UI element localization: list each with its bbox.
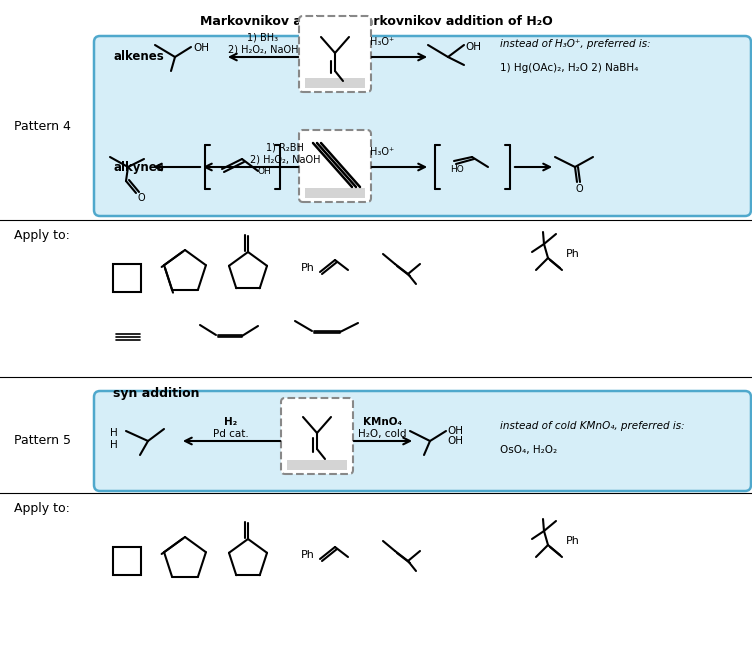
Bar	[113, 264, 141, 292]
Text: instead of H₃O⁺, preferred is:: instead of H₃O⁺, preferred is:	[500, 39, 650, 49]
Text: Ph: Ph	[301, 550, 315, 560]
Text: OH: OH	[465, 42, 481, 52]
Text: H₂O, cold: H₂O, cold	[358, 429, 406, 439]
Text: instead of cold KMnO₄, preferred is:: instead of cold KMnO₄, preferred is:	[500, 421, 684, 431]
Text: 1) BH₃: 1) BH₃	[247, 33, 278, 43]
FancyBboxPatch shape	[299, 130, 371, 202]
Text: HO: HO	[450, 165, 464, 173]
Text: Markovnikov and AntiMarkovnikov addition of H₂O: Markovnikov and AntiMarkovnikov addition…	[199, 15, 553, 28]
Bar	[287, 460, 347, 470]
Text: 1) Hg(OAc)₂, H₂O 2) NaBH₄: 1) Hg(OAc)₂, H₂O 2) NaBH₄	[500, 63, 638, 73]
Text: H₂: H₂	[224, 417, 238, 427]
Text: 2) H₂O₂, NaOH: 2) H₂O₂, NaOH	[228, 45, 299, 55]
Text: O: O	[575, 184, 583, 194]
Text: OH: OH	[193, 43, 209, 53]
FancyBboxPatch shape	[94, 36, 751, 216]
Text: Ph: Ph	[301, 263, 315, 273]
Text: 1) R₂BH: 1) R₂BH	[266, 143, 304, 153]
Text: Pattern 4: Pattern 4	[14, 121, 71, 133]
FancyBboxPatch shape	[299, 16, 371, 92]
Text: 2) H₂O₂, NaOH: 2) H₂O₂, NaOH	[250, 155, 320, 165]
Text: OsO₄, H₂O₂: OsO₄, H₂O₂	[500, 445, 557, 455]
Text: OH: OH	[258, 167, 271, 175]
Text: Ph: Ph	[566, 536, 580, 546]
Text: OH: OH	[447, 426, 463, 436]
FancyBboxPatch shape	[281, 398, 353, 474]
Text: Pattern 5: Pattern 5	[14, 434, 71, 448]
Text: H₃O⁺: H₃O⁺	[370, 147, 394, 157]
Text: alkenes: alkenes	[113, 51, 164, 63]
Text: syn addition: syn addition	[113, 387, 199, 400]
Text: H: H	[110, 440, 118, 450]
Text: OH: OH	[447, 436, 463, 446]
Text: Pd cat.: Pd cat.	[213, 429, 249, 439]
Text: alkynes: alkynes	[113, 161, 164, 173]
Text: H: H	[110, 428, 118, 438]
Bar	[305, 188, 365, 198]
FancyBboxPatch shape	[94, 391, 751, 491]
Bar	[113, 547, 141, 575]
Text: KMnO₄: KMnO₄	[362, 417, 402, 427]
Text: Apply to:: Apply to:	[14, 229, 70, 242]
Text: Apply to:: Apply to:	[14, 502, 70, 515]
Bar	[305, 78, 365, 88]
Text: H₃O⁺: H₃O⁺	[370, 37, 394, 47]
Text: Ph: Ph	[566, 249, 580, 259]
Text: O: O	[137, 193, 144, 203]
